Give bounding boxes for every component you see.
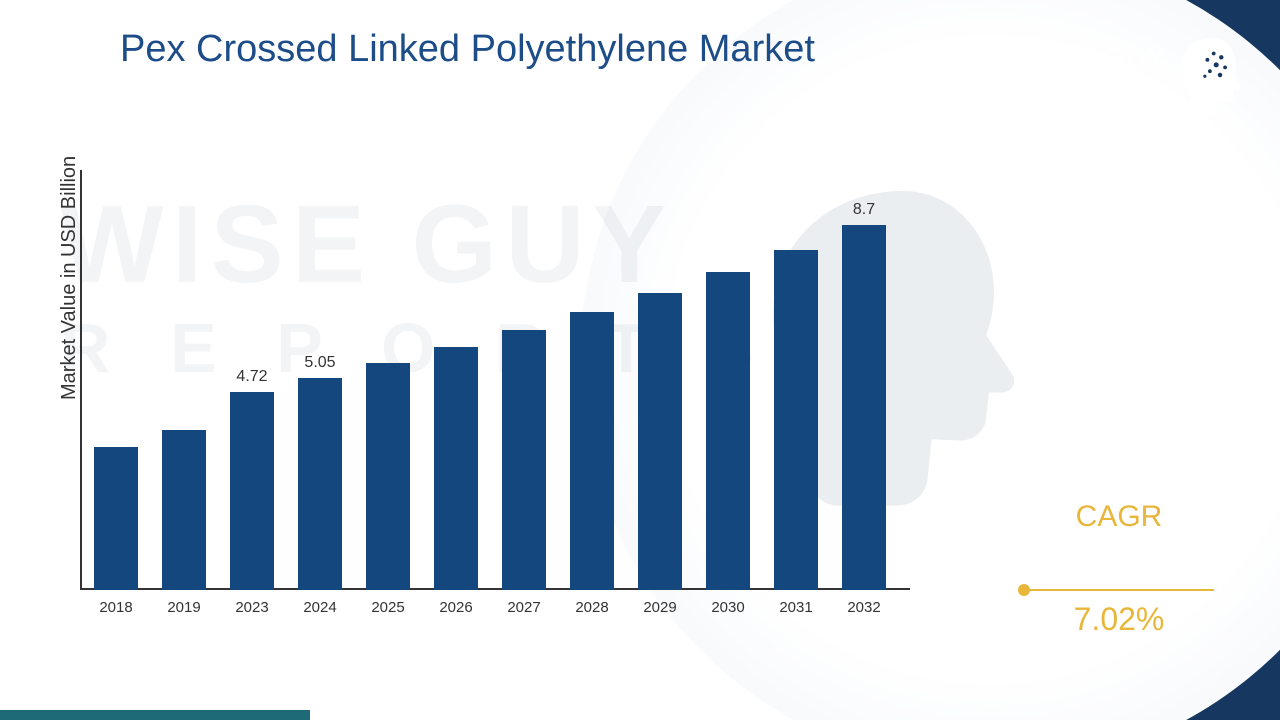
chart-canvas: WISE GUY R E P O R T S Pex Crossed Linke… [0,0,1280,720]
bar-value-label: 8.7 [842,201,886,219]
bars-container: 2018 2019 20234.72 20245.05 2025 2026 2027 2028… [80,170,910,590]
bar-category-label: 2019 [162,599,206,616]
bar-category-label: 2030 [706,599,750,616]
bar-rect [570,312,614,590]
bar-2023: 20234.72 [230,392,274,590]
bar-category-label: 2032 [842,599,886,616]
bar-category-label: 2031 [774,599,818,616]
bar-2028: 2028 [570,312,614,590]
chart-title: Pex Crossed Linked Polyethylene Market [120,28,860,72]
cagr-label: CAGR [994,500,1244,534]
bar-rect [94,447,138,590]
bar-2027: 2027 [502,330,546,590]
brand-head-icon [1177,34,1240,116]
bar-2031: 2031 [774,250,818,590]
bar-category-label: 2025 [366,599,410,616]
bar-category-label: 2028 [570,599,614,616]
bar-category-label: 2027 [502,599,546,616]
bottom-accent-bar [0,710,310,720]
bar-rect [366,363,410,590]
bar-rect [774,250,818,590]
bar-category-label: 2026 [434,599,478,616]
bar-2029: 2029 [638,293,682,590]
bar-chart: 2018 2019 20234.72 20245.05 2025 2026 2027 2028… [80,170,910,590]
cagr-block: CAGR (2019-2032) 7.02% [994,500,1244,638]
brand-text: WISE GUY R E P O R T S [980,44,1167,106]
bar-rect [230,392,274,590]
bar-2019: 2019 [162,430,206,590]
bar-category-label: 2029 [638,599,682,616]
bar-rect [842,225,886,590]
cagr-divider [1024,589,1214,591]
bar-value-label: 4.72 [230,368,274,386]
bar-2032: 20328.7 [842,225,886,590]
bar-rect [162,430,206,590]
bar-rect [638,293,682,590]
bar-2024: 20245.05 [298,378,342,590]
brand-logo: WISE GUY R E P O R T S [980,30,1240,120]
bar-category-label: 2024 [298,599,342,616]
bar-rect [298,378,342,590]
bar-rect [502,330,546,590]
bar-2025: 2025 [366,363,410,590]
bar-value-label: 5.05 [298,354,342,372]
bar-rect [434,347,478,590]
cagr-period: (2019-2032) [994,536,1244,567]
bar-2026: 2026 [434,347,478,590]
bar-category-label: 2018 [94,599,138,616]
brand-line2: R E P O R T S [980,76,1167,106]
bar-2018: 2018 [94,447,138,590]
cagr-value: 7.02% [994,601,1244,638]
brand-line1: WISE GUY [980,44,1167,72]
bar-category-label: 2023 [230,599,274,616]
bar-rect [706,272,750,590]
bar-2030: 2030 [706,272,750,590]
y-axis-label: Market Value in USD Billion [58,156,81,400]
